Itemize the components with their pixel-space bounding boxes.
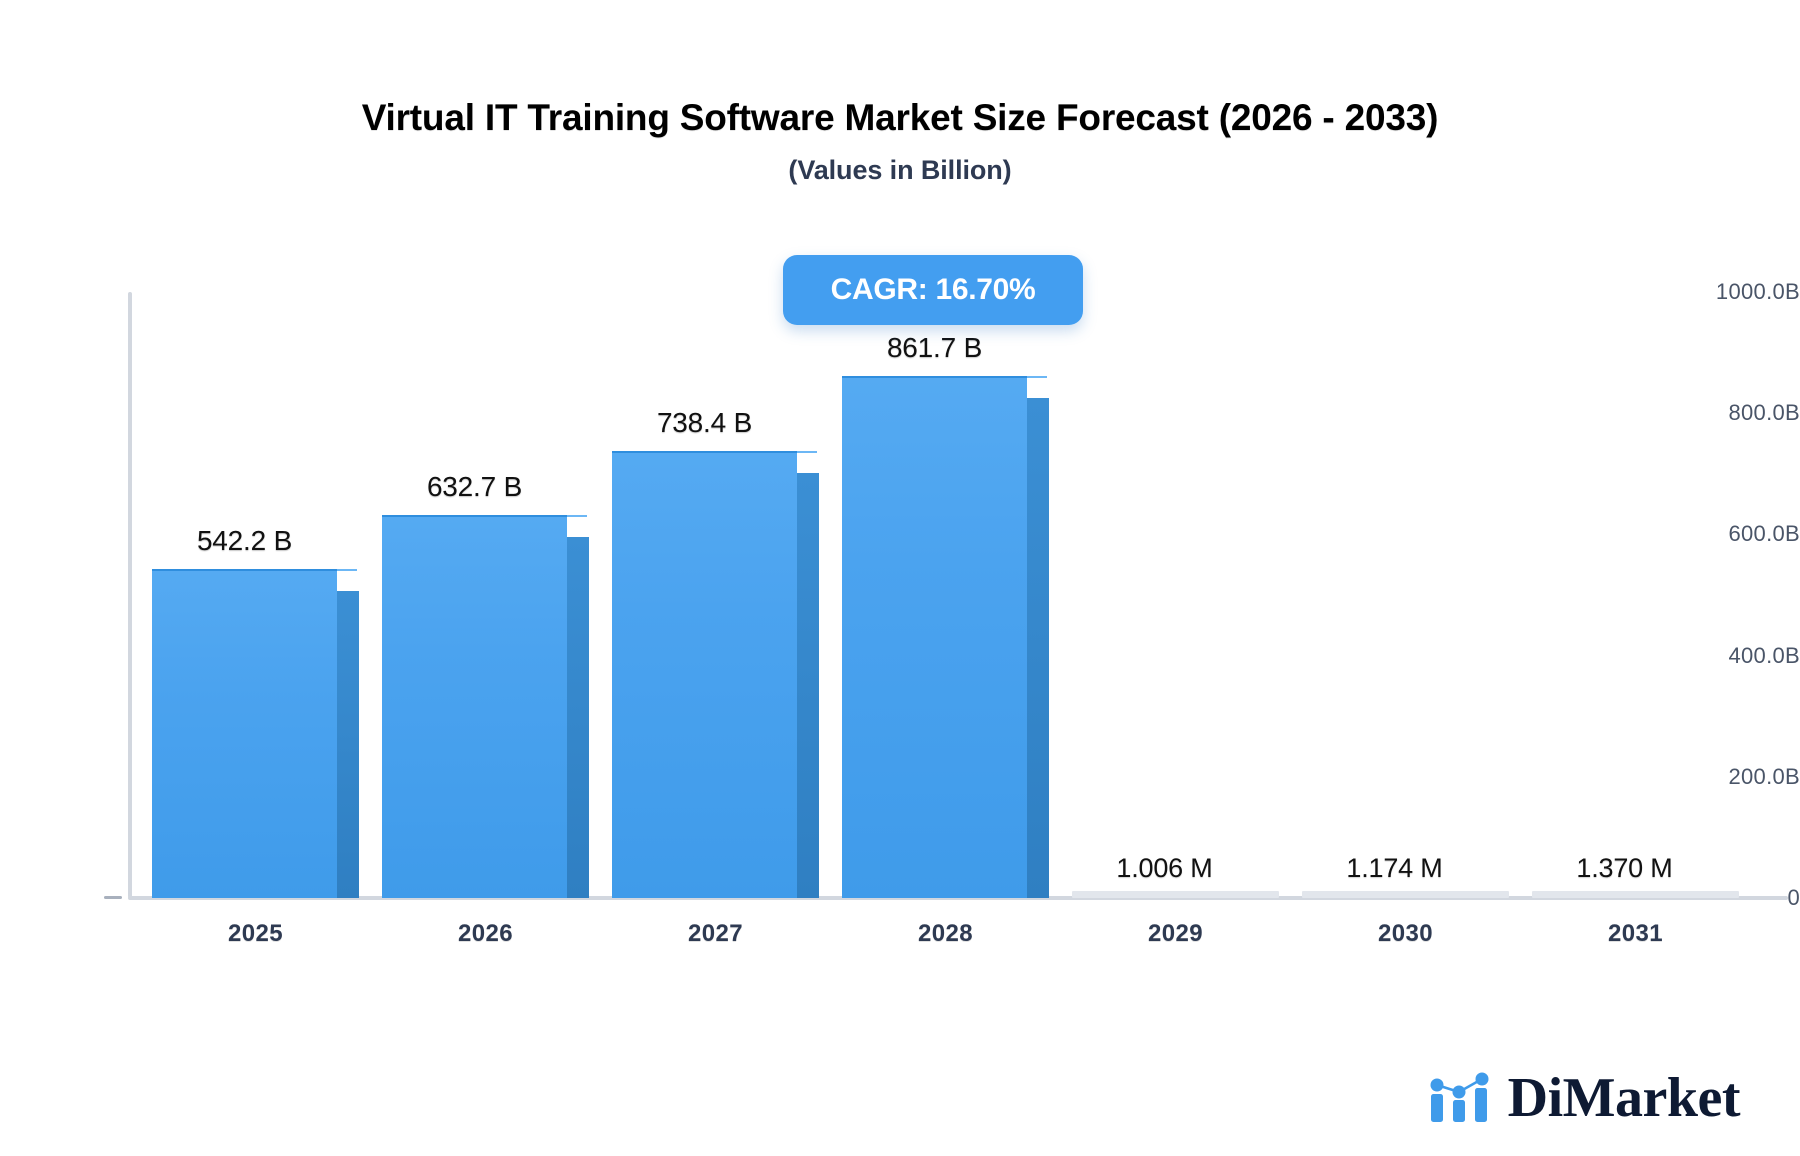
bar-front-face — [842, 375, 1027, 898]
cagr-badge[interactable]: CAGR: 16.70% — [783, 255, 1083, 325]
y-axis-tick-800.0B: 800.0B — [1728, 400, 1800, 426]
y-axis-line — [128, 292, 132, 898]
bar-2027[interactable]: 738.4 B — [612, 407, 819, 898]
bar-side-face — [567, 536, 589, 898]
bar-value-label: 738.4 B — [656, 406, 753, 438]
bar-value-label: 1.006 M — [1116, 853, 1213, 883]
bar-top-face — [795, 450, 817, 453]
x-axis-tick-2031: 2031 — [1608, 920, 1663, 947]
bar-side-face — [797, 472, 819, 898]
y-axis-tick-0: 0 — [1787, 885, 1800, 910]
bar-value-label: 632.7 B — [426, 470, 523, 502]
bar-2029[interactable] — [1072, 891, 1279, 898]
bar-side-face — [337, 591, 359, 898]
bar-chart-dots-icon — [1430, 1072, 1489, 1122]
bar-2031[interactable] — [1532, 891, 1739, 898]
title-block: Virtual IT Training Software Market Size… — [0, 97, 1800, 186]
y-axis-tick-600.0B: 600.0B — [1728, 521, 1800, 547]
x-axis-tick-2027: 2027 — [688, 920, 743, 947]
y-axis-zero-tick-mark — [104, 896, 122, 899]
bar-2025[interactable]: 542.2 B — [152, 525, 359, 898]
bar-top-face — [565, 514, 587, 517]
x-axis-tick-2025: 2025 — [228, 920, 283, 947]
bar-front-face — [382, 514, 567, 898]
x-axis-tick-2029: 2029 — [1148, 920, 1203, 947]
x-axis-tick-2026: 2026 — [458, 920, 513, 947]
x-axis-tick-2028: 2028 — [918, 920, 973, 947]
y-axis-tick-400.0B: 400.0B — [1728, 642, 1800, 668]
bar-side-face — [1027, 397, 1049, 898]
bar-top-face — [1025, 375, 1047, 378]
bar-top-face — [335, 569, 357, 572]
x-axis-tick-2030: 2030 — [1378, 920, 1433, 947]
bar-front-face — [152, 569, 337, 898]
bar-value-label: 1.370 M — [1576, 853, 1673, 883]
cagr-label: CAGR: 16.70% — [830, 273, 1036, 306]
page-title: Virtual IT Training Software Market Size… — [361, 97, 1439, 138]
bar-value-label: 861.7 B — [886, 331, 983, 363]
y-axis-tick-200.0B: 200.0B — [1728, 763, 1800, 789]
y-axis-tick-1000.0B: 1000.0B — [1715, 279, 1800, 304]
bar-2028[interactable]: 861.7 B — [842, 332, 1049, 898]
bar-2026[interactable]: 632.7 B — [382, 471, 589, 898]
bar-2030[interactable] — [1302, 891, 1509, 898]
chart-subtitle: (Values in Billion) — [788, 154, 1012, 185]
brand-name: DiMarket — [1507, 1067, 1741, 1129]
x-axis-line — [128, 896, 1788, 900]
bar-front-face — [612, 450, 797, 898]
bar-value-label: 1.174 M — [1346, 853, 1443, 883]
bar-value-label: 542.2 B — [196, 525, 293, 557]
brand-logo: DiMarket — [1428, 1067, 1741, 1129]
